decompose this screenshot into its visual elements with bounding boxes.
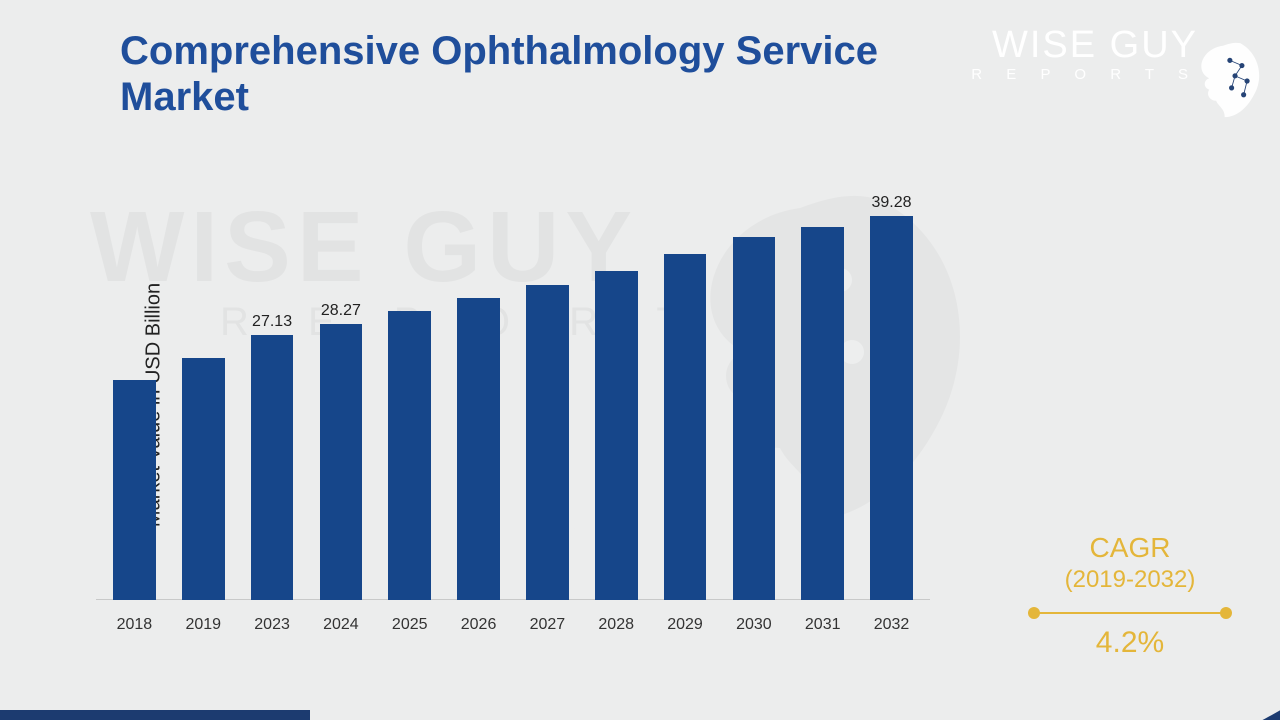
x-tick-label: 2018 — [100, 616, 169, 634]
x-tick-label: 2028 — [582, 616, 651, 634]
bar-column: 28.27 — [306, 160, 375, 600]
bar-rect — [733, 237, 776, 600]
bar-rect — [664, 254, 707, 600]
bottom-accent-bar — [0, 710, 310, 720]
x-tick-label: 2025 — [375, 616, 444, 634]
bar-rect — [870, 216, 913, 600]
cagr-period: (2019-2032) — [1020, 566, 1240, 594]
brand-line1: WISE GUY — [971, 26, 1198, 64]
bar-column — [513, 160, 582, 600]
bar-column: 27.13 — [238, 160, 307, 600]
main-panel: Comprehensive Ophthalmology Service Mark… — [0, 0, 970, 720]
bar-rect — [113, 380, 156, 600]
cagr-panel: CAGR (2019-2032) 4.2% — [1020, 532, 1240, 660]
chart-card: Comprehensive Ophthalmology Service Mark… — [0, 0, 1280, 720]
brand-line2: R E P O R T S — [971, 66, 1198, 83]
bar-column — [100, 160, 169, 600]
bar-rect — [457, 298, 500, 600]
x-tick-label: 2029 — [651, 616, 720, 634]
plot-area: 27.13 28.27 39.28 — [96, 160, 930, 600]
x-tick-label: 2026 — [444, 616, 513, 634]
bar-column — [444, 160, 513, 600]
dot-icon — [1220, 607, 1232, 619]
bar-rect — [251, 335, 294, 600]
bar-rect — [388, 311, 431, 600]
bar-rect — [320, 324, 363, 600]
cagr-label: CAGR — [1020, 532, 1240, 564]
bar-column — [375, 160, 444, 600]
chart-area: Market Value in USD Billion 27.1328.2739… — [60, 160, 930, 650]
bar-column — [788, 160, 857, 600]
x-tick-label: 2031 — [788, 616, 857, 634]
bar-rect — [182, 358, 225, 600]
bar-column — [651, 160, 720, 600]
x-tick-label: 2024 — [306, 616, 375, 634]
bar-value-label: 39.28 — [872, 194, 912, 214]
cagr-value: 4.2% — [1020, 626, 1240, 660]
brand-head-icon — [1180, 36, 1266, 126]
cagr-divider — [1030, 612, 1230, 614]
bar-value-label: 28.27 — [321, 302, 361, 322]
brand-logo: WISE GUY R E P O R T S — [971, 26, 1258, 83]
bar-column — [582, 160, 651, 600]
x-tick-label: 2032 — [857, 616, 926, 634]
bars-container: 27.13 28.27 39.28 — [96, 160, 930, 600]
bar-value-label: 27.13 — [252, 313, 292, 333]
chart-title: Comprehensive Ophthalmology Service Mark… — [120, 28, 930, 120]
x-tick-label: 2030 — [719, 616, 788, 634]
dot-icon — [1028, 607, 1040, 619]
bar-rect — [801, 227, 844, 601]
x-tick-label: 2019 — [169, 616, 238, 634]
bar-column: 39.28 — [857, 160, 926, 600]
x-axis-labels: 2018201920232024202520262027202820292030… — [96, 616, 930, 634]
x-tick-label: 2027 — [513, 616, 582, 634]
bar-column — [169, 160, 238, 600]
x-tick-label: 2023 — [238, 616, 307, 634]
bar-rect — [526, 285, 569, 600]
bar-column — [719, 160, 788, 600]
bar-rect — [595, 271, 638, 601]
